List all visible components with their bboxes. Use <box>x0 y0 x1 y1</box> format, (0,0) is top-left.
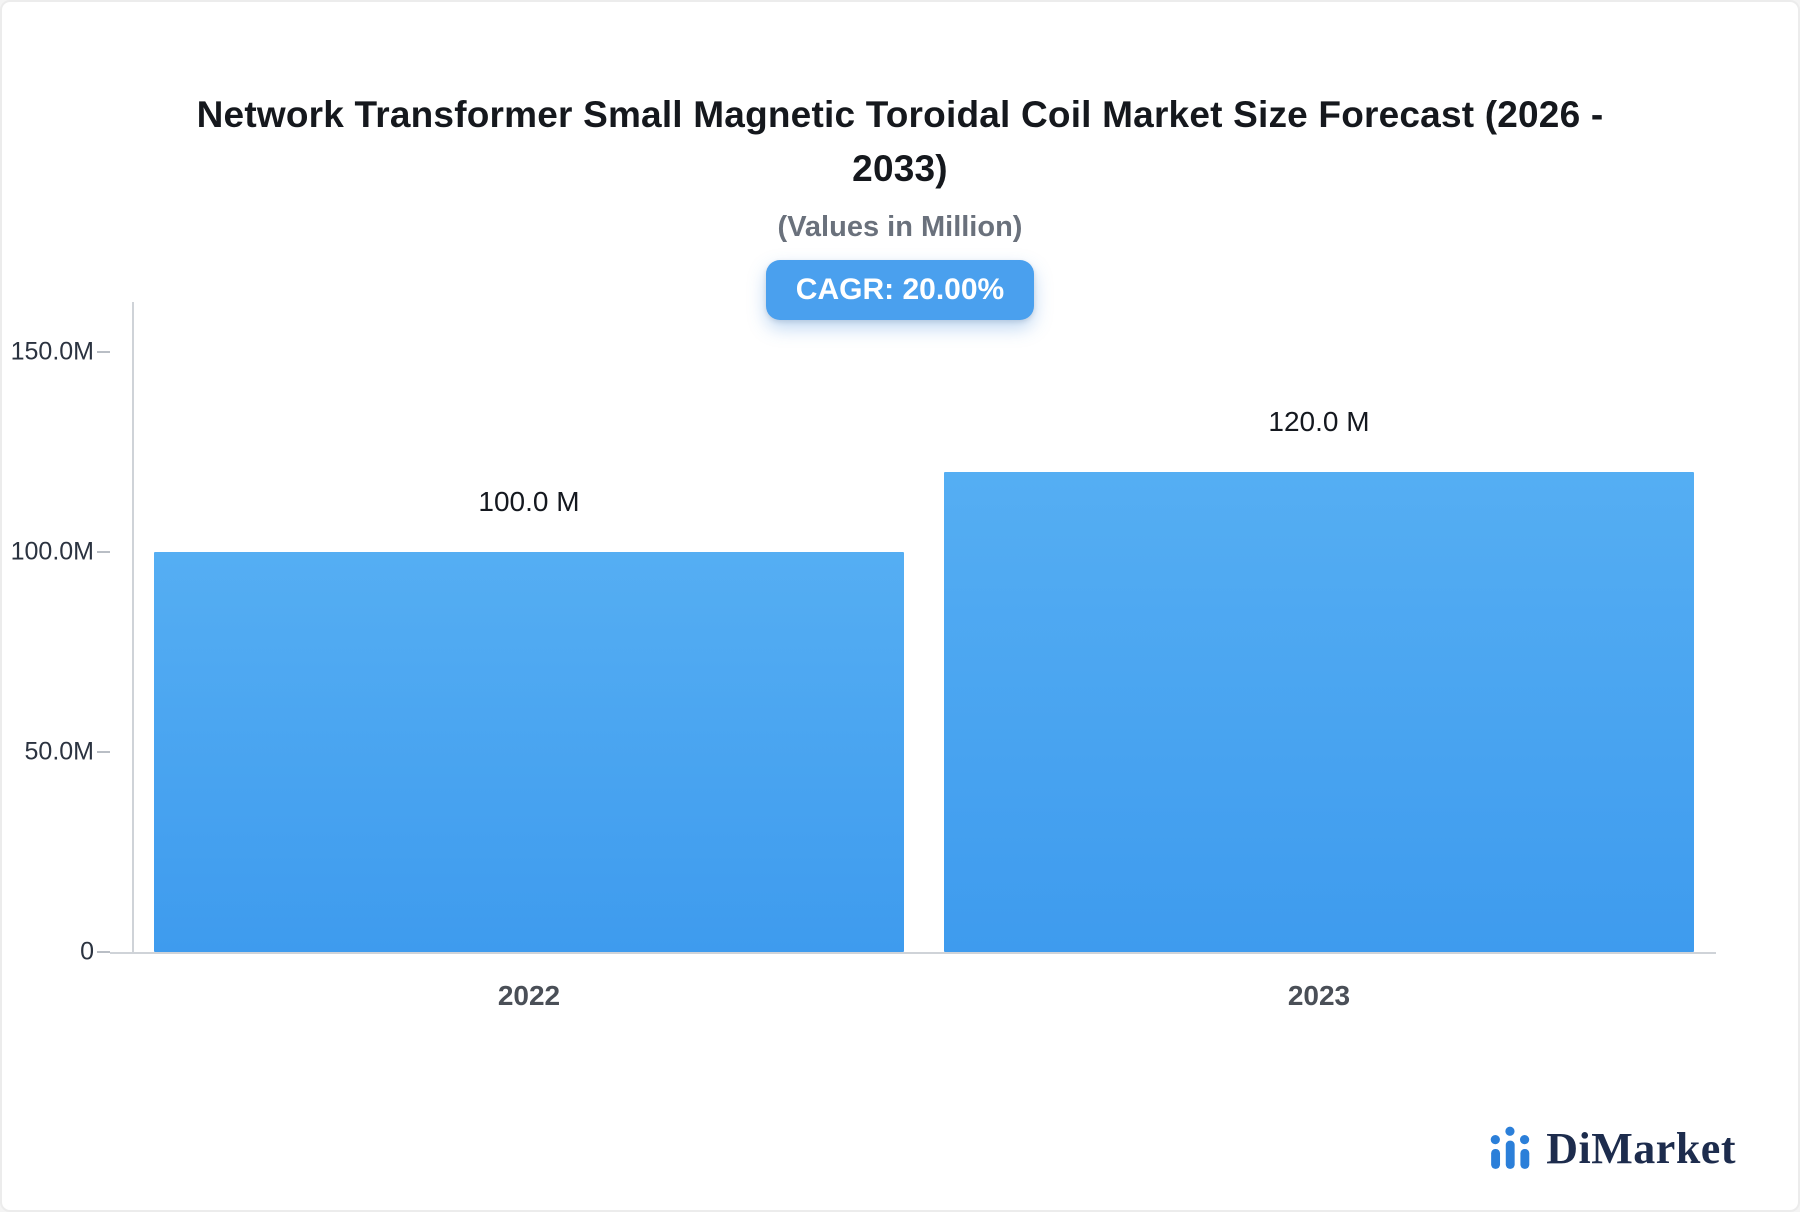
bar-slot: 120.0 M <box>924 352 1714 952</box>
x-tick-label: 2022 <box>497 980 561 1011</box>
bar-slot: 100.0 M <box>134 352 924 952</box>
y-tick-label: 0 <box>80 937 94 966</box>
chart-title: Network Transformer Small Magnetic Toroi… <box>175 88 1625 195</box>
y-tick-label: 50.0M <box>24 737 94 766</box>
y-tick-mark <box>97 551 110 554</box>
plot-area: 100.0 M 120.0 M <box>134 352 1714 952</box>
chart-subtitle: (Values in Million) <box>777 211 1023 244</box>
bar-value-label: 100.0 M <box>478 486 580 517</box>
y-tick-mark <box>97 751 110 754</box>
y-axis-line <box>132 302 134 954</box>
bar-2023 <box>943 472 1695 952</box>
chart-title-line1: Network Transformer Small Magnetic Toroi… <box>196 94 1604 135</box>
logo-text: DiMarket <box>1546 1124 1736 1173</box>
bar-value-label: 120.0 M <box>1268 406 1370 437</box>
y-tick-mark <box>97 951 110 953</box>
x-tick-label: 2023 <box>1287 980 1351 1011</box>
chart-header: Network Transformer Small Magnetic Toroi… <box>2 88 1798 321</box>
x-axis-line <box>110 952 1716 954</box>
x-axis: 2022 2023 <box>134 980 1714 1012</box>
y-tick-label: 150.0M <box>10 337 94 366</box>
branding-logo: DiMarket <box>1488 1123 1736 1174</box>
bar-2022 <box>153 552 905 952</box>
y-tick-label: 100.0M <box>10 537 94 566</box>
chart-title-line2: 2033) <box>852 147 948 189</box>
bar-chart-icon <box>1490 1126 1530 1169</box>
bars-row: 100.0 M 120.0 M <box>134 352 1714 952</box>
cagr-badge: CAGR: 20.00% <box>765 260 1035 321</box>
y-axis: 0 50.0M 100.0M 150.0M <box>2 338 132 966</box>
y-tick-mark <box>97 351 110 353</box>
